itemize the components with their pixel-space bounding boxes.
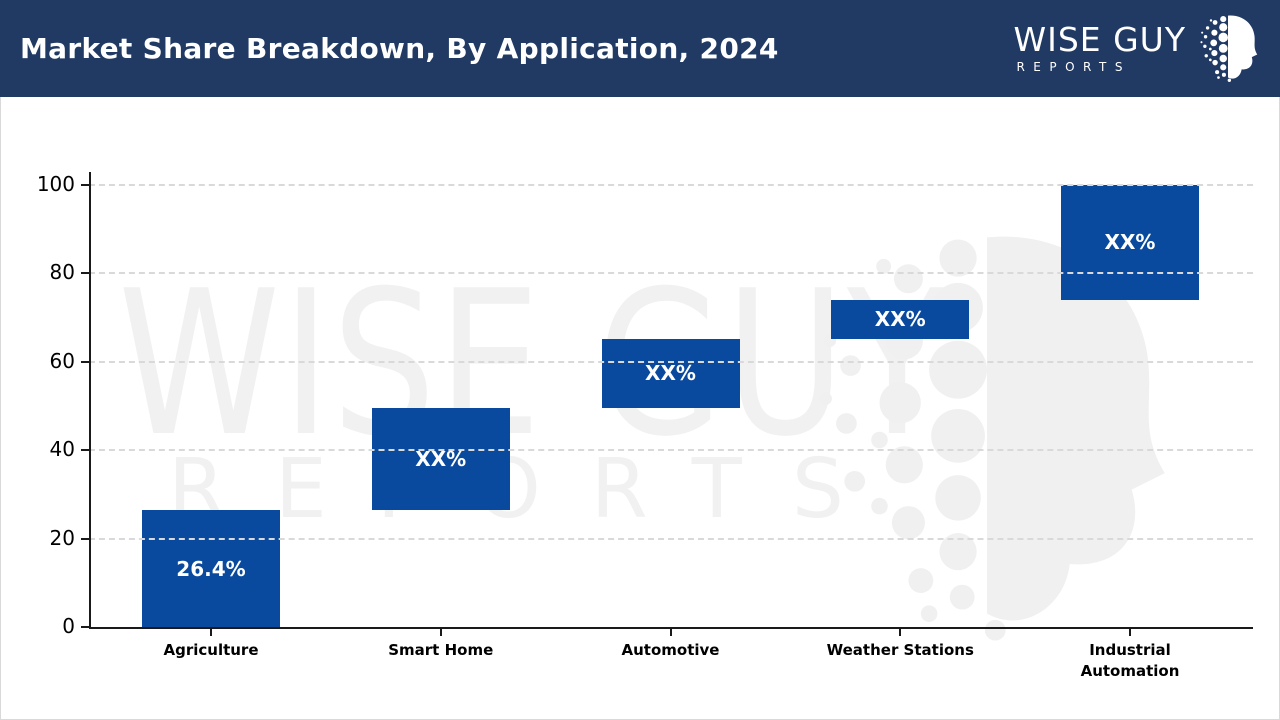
y-axis-tick-label: 40: [49, 437, 75, 462]
y-gridline: [89, 184, 1253, 186]
y-axis-tick-label: 80: [49, 260, 75, 285]
y-tick-mark: [81, 272, 89, 275]
x-axis-label: Agriculture: [163, 641, 259, 659]
y-axis-line: [89, 172, 91, 629]
bar-value-label: XX%: [415, 447, 467, 472]
y-axis-tick-label: 20: [49, 525, 75, 550]
x-axis-label: Smart Home: [388, 641, 494, 659]
waterfall-chart: WISE GUY REPORTS 0 20 4: [0, 97, 1280, 720]
x-tick-mark: [899, 627, 902, 636]
page-title: Market Share Breakdown, By Application, …: [20, 32, 779, 65]
bar-value-label: 26.4%: [176, 556, 246, 581]
y-gridline: [89, 449, 1253, 452]
y-tick-mark: [81, 626, 89, 628]
waterfall-bar: [601, 338, 740, 408]
y-tick-mark: [81, 360, 89, 363]
logo-head-icon: [1194, 9, 1262, 89]
y-tick-mark: [81, 184, 89, 186]
logo-tagline: REPORTS: [1016, 60, 1131, 74]
y-axis-tick-label: 60: [49, 348, 75, 373]
y-gridline: [89, 360, 1253, 363]
x-tick-mark: [210, 627, 212, 636]
waterfall-bar: [142, 510, 280, 627]
y-axis-tick-label: 0: [62, 614, 75, 638]
bar-value-label: XX%: [645, 361, 696, 386]
bar-value-label: XX%: [874, 307, 926, 332]
y-tick-mark: [81, 537, 89, 540]
x-tick-mark: [1129, 627, 1131, 636]
bar-value-label: XX%: [1104, 230, 1156, 255]
wiseguy-logo: WISE GUY REPORTS: [1013, 9, 1262, 89]
header-bar: Market Share Breakdown, By Application, …: [0, 0, 1280, 97]
logo-text: WISE GUY REPORTS: [1013, 23, 1186, 74]
x-tick-mark: [669, 627, 672, 636]
y-axis-tick-label: 100: [36, 172, 75, 196]
x-axis-label: Industrial Automation: [1080, 641, 1180, 680]
waterfall-bar: [831, 299, 970, 339]
x-axis-label: Automotive: [621, 641, 720, 659]
logo-name: WISE GUY: [1013, 20, 1186, 59]
x-axis-label: Weather Stations: [826, 641, 974, 659]
chart-area: WISE GUY REPORTS 0 20 4: [0, 97, 1280, 720]
y-tick-mark: [81, 449, 89, 452]
waterfall-bar: [371, 407, 510, 511]
watermark-text: WISE GUY: [118, 248, 949, 481]
x-tick-mark: [439, 627, 442, 636]
waterfall-bar: [1061, 185, 1199, 300]
y-gridline: [89, 537, 1253, 540]
y-gridline: [89, 272, 1253, 275]
